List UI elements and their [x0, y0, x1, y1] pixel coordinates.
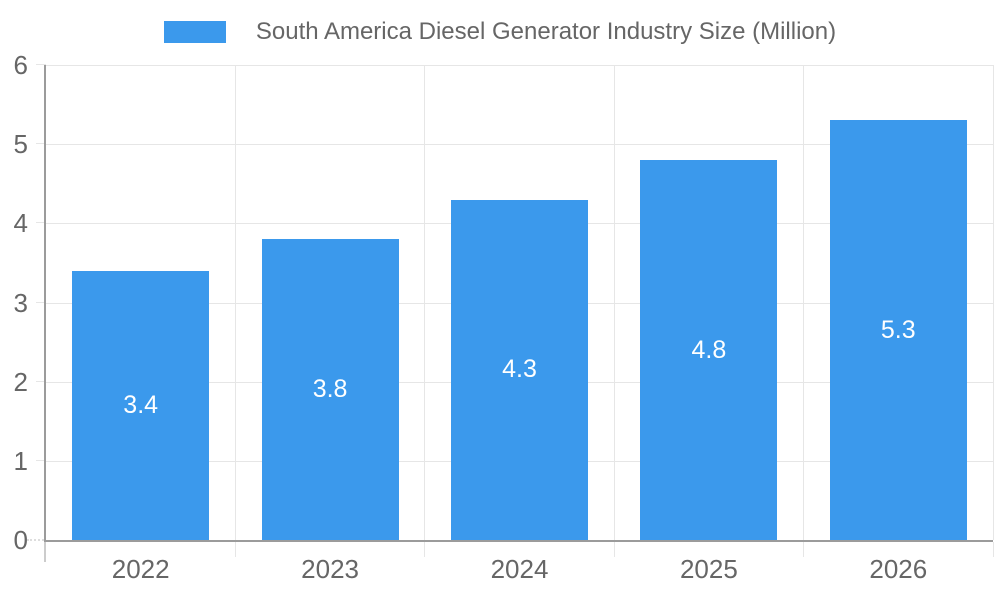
- x-axis-tick-label: 2024: [490, 554, 549, 584]
- x-axis-line: [44, 540, 993, 542]
- y-axis-tick-label: 2: [13, 366, 28, 397]
- chart-legend[interactable]: South America Diesel Generator Industry …: [0, 17, 1000, 47]
- y-axis-tick-label: 1: [13, 445, 28, 476]
- x-tick-mark: [803, 542, 805, 557]
- y-tick-mark: [27, 539, 44, 541]
- legend-swatch: [163, 21, 226, 43]
- y-tick-mark: [36, 459, 46, 461]
- x-gridline: [803, 65, 805, 540]
- bar[interactable]: 3.8: [261, 239, 399, 540]
- x-gridline: [234, 65, 236, 540]
- y-tick-mark: [36, 301, 46, 303]
- bar-value-label: 5.3: [880, 315, 916, 344]
- y-axis-line: [44, 65, 46, 541]
- x-axis-tick-label: 2026: [869, 554, 928, 584]
- x-tick-mark: [234, 542, 236, 557]
- y-tick-mark: [36, 143, 46, 145]
- x-tick-mark: [424, 542, 426, 557]
- y-axis-tick-label: 6: [13, 50, 28, 80]
- bar-value-label: 4.8: [691, 335, 727, 364]
- bar[interactable]: 3.4: [72, 270, 210, 540]
- x-axis-tick-label: 2025: [679, 554, 738, 584]
- bar-value-label: 4.3: [502, 355, 537, 384]
- y-axis-tick-label: 5: [13, 129, 28, 160]
- legend-title-label: South America Diesel Generator Industry …: [255, 18, 837, 45]
- y-axis-tick-label: 4: [13, 208, 28, 239]
- x-axis-tick-label: 2023: [301, 554, 360, 584]
- y-axis-tick-label: 3: [13, 287, 28, 318]
- x-axis-tick-label: 2022: [111, 554, 170, 584]
- x-tick-mark: [613, 542, 615, 557]
- y-tick-mark: [36, 380, 46, 382]
- x-gridline: [424, 65, 426, 540]
- y-gridline: [46, 144, 993, 146]
- y-tick-mark: [36, 64, 46, 65]
- bar[interactable]: 5.3: [829, 120, 967, 540]
- x-gridline: [613, 65, 615, 540]
- y-axis-tick-label: 0: [13, 525, 28, 555]
- y-tick-mark: [36, 222, 46, 224]
- plot-area: 3.4 3.8 4.3 4.8 5.3: [46, 65, 994, 540]
- y-gridline: [46, 65, 993, 66]
- x-gridline: [992, 65, 994, 540]
- bar-value-label: 3.4: [123, 390, 159, 419]
- x-tick-mark: [992, 542, 994, 557]
- y-axis-extension: [44, 541, 46, 562]
- bar[interactable]: 4.3: [451, 199, 588, 540]
- bar[interactable]: 4.8: [640, 160, 778, 540]
- bar-value-label: 3.8: [312, 375, 348, 404]
